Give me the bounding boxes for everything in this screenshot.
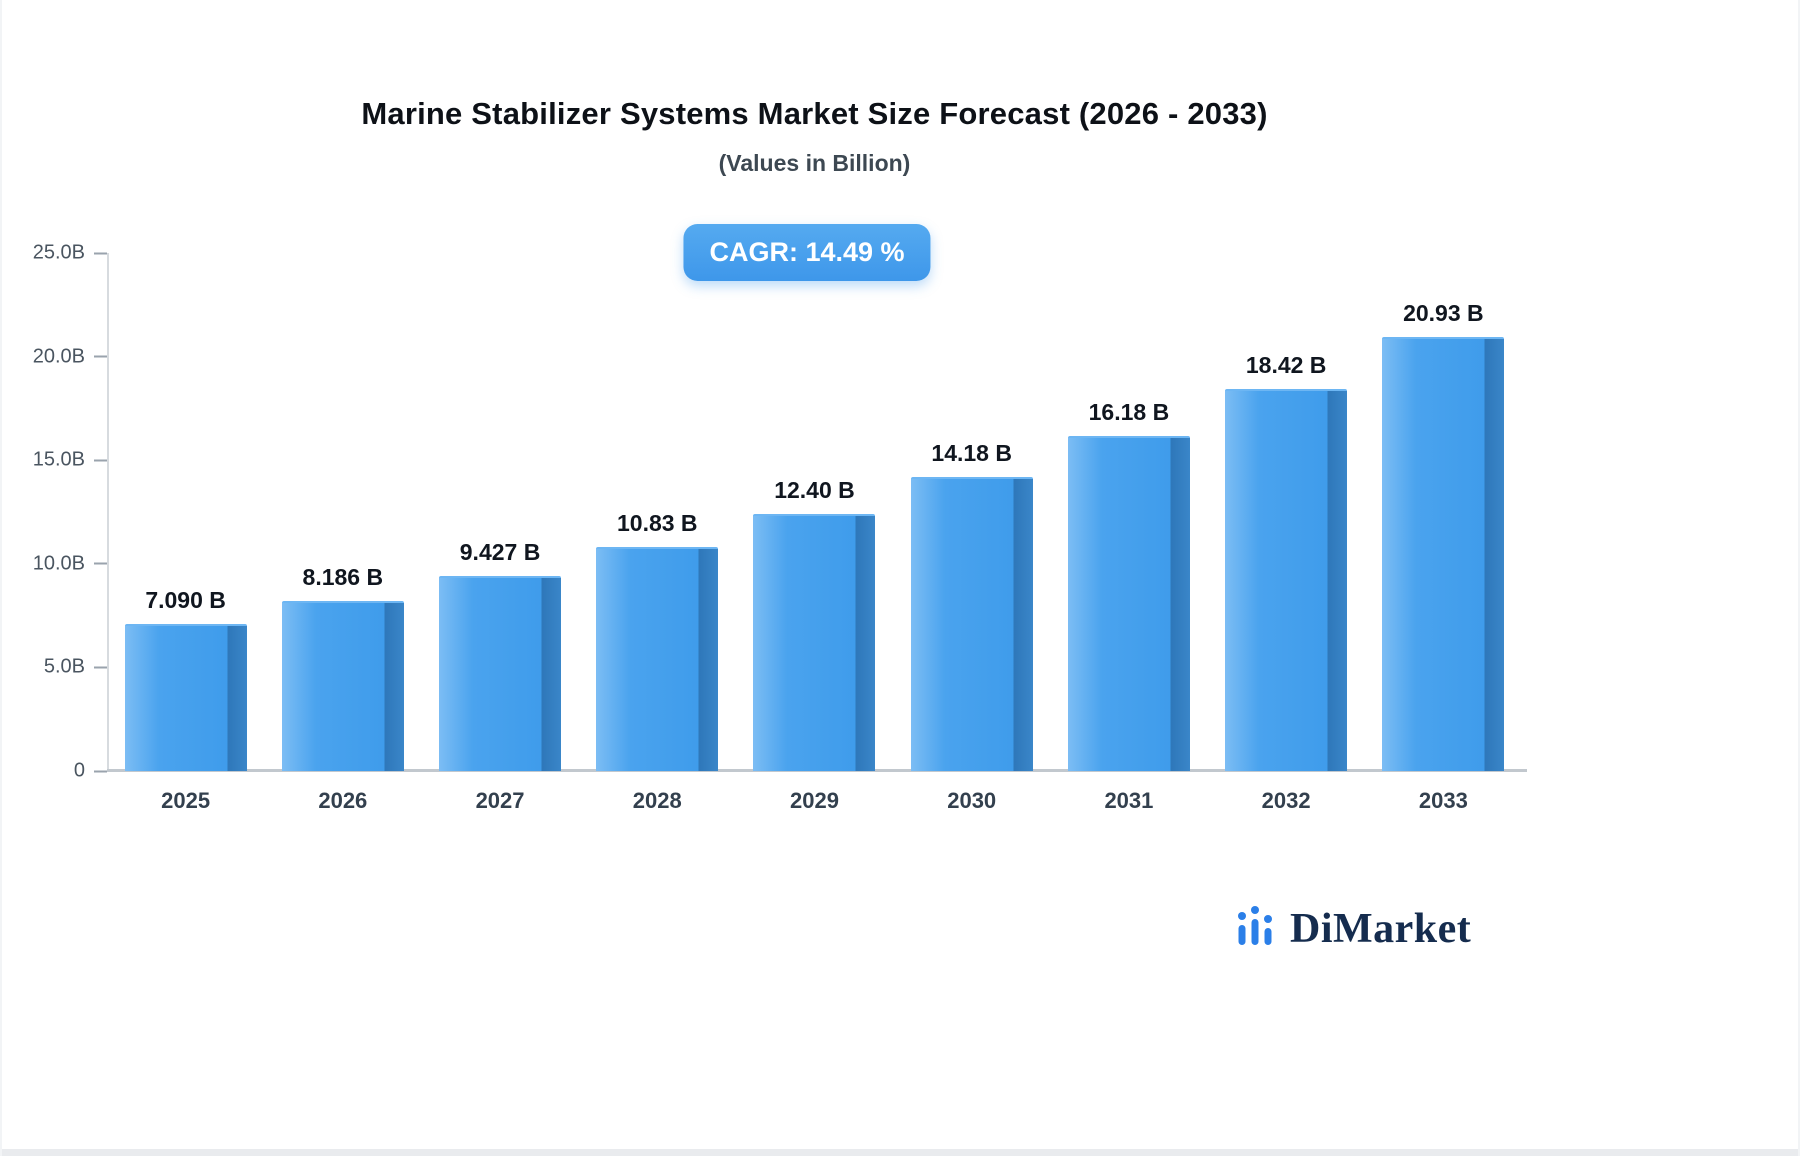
bar: [596, 546, 719, 771]
bar: [1382, 337, 1505, 771]
bar: [439, 575, 562, 771]
bar-group: 9.427 B: [421, 253, 578, 771]
y-tick: 15.0B: [33, 449, 107, 472]
bar-value-label: 18.42 B: [1245, 352, 1327, 379]
bar: [910, 477, 1033, 771]
x-axis-label: 2028: [632, 788, 682, 813]
bar-value-label: 7.090 B: [145, 587, 226, 614]
y-tick-mark: [94, 355, 107, 358]
bar-group: 18.42 B: [1208, 253, 1365, 771]
bar: [124, 624, 247, 771]
y-axis: 25.0B 20.0B 15.0B 10.0B 5.0B 0: [2, 242, 107, 782]
y-tick-label: 25.0B: [32, 241, 85, 264]
bar-value-label: 16.18 B: [1088, 398, 1170, 425]
x-axis-label: 2030: [947, 788, 997, 813]
bars-row: 7.090 B 8.186 B 9.427 B 10.83 B 12.40 B 14.18…: [107, 253, 1522, 771]
y-tick-label: 5.0B: [43, 655, 85, 678]
bar-group: 14.18 B: [893, 253, 1050, 771]
bar-value-label: 20.93 B: [1403, 300, 1484, 327]
x-axis-label: 2029: [790, 788, 839, 813]
x-axis-label: 2025: [161, 788, 211, 813]
bar-group: 20.93 B: [1365, 253, 1522, 771]
x-axis-label: 2026: [318, 788, 368, 813]
page-subtitle: (Values in Billion): [718, 150, 911, 176]
bar-chart-logo-icon: [1234, 903, 1278, 954]
page-title: Marine Stabilizer Systems Market Size Fo…: [361, 96, 1268, 131]
brand-logo: DiMarket: [1234, 903, 1471, 954]
chart-header: Marine Stabilizer Systems Market Size Fo…: [107, 96, 1522, 177]
y-tick: 20.0B: [33, 345, 107, 368]
x-axis-labels: 2025 2026 2027 2028 2029 2030 2031 2032 2033: [107, 788, 1522, 814]
bar: [753, 514, 876, 771]
y-tick: 10.0B: [33, 552, 107, 575]
bar: [1067, 435, 1190, 771]
y-tick-label: 0: [73, 759, 85, 782]
cagr-badge: CAGR: 14.49 %: [683, 224, 931, 281]
bar-group: 12.40 B: [736, 253, 893, 771]
x-axis-label: 2031: [1104, 788, 1154, 813]
y-tick: 5.0B: [44, 656, 107, 679]
y-tick-mark: [94, 770, 107, 772]
y-axis-line: [107, 253, 109, 771]
bar-value-label: 10.83 B: [616, 509, 698, 536]
y-tick-mark: [94, 252, 107, 254]
bar-value-label: 12.40 B: [774, 477, 855, 504]
bar-value-label: 14.18 B: [931, 440, 1012, 467]
y-tick-label: 20.0B: [32, 345, 85, 368]
bottom-edge-strip: [2, 1149, 1798, 1156]
bar-value-label: 9.427 B: [459, 538, 541, 565]
y-tick: 25.0B: [33, 242, 107, 265]
x-axis-label: 2032: [1261, 788, 1311, 813]
y-tick-label: 15.0B: [32, 448, 85, 471]
bar: [1225, 389, 1348, 771]
x-axis-label: 2033: [1418, 788, 1468, 813]
y-tick-label: 10.0B: [32, 552, 85, 575]
bar-group: 7.090 B: [107, 253, 264, 771]
y-tick-mark: [94, 562, 107, 565]
y-tick: 0: [74, 760, 107, 783]
y-tick-mark: [94, 666, 107, 669]
bar-value-label: 8.186 B: [302, 564, 384, 591]
x-axis-label: 2027: [475, 788, 525, 813]
bar-group: 10.83 B: [579, 253, 736, 771]
bar: [281, 601, 404, 771]
bar-group: 16.18 B: [1050, 253, 1207, 771]
y-tick-mark: [94, 459, 107, 462]
bar-group: 8.186 B: [264, 253, 421, 771]
brand-name: DiMarket: [1290, 905, 1472, 952]
